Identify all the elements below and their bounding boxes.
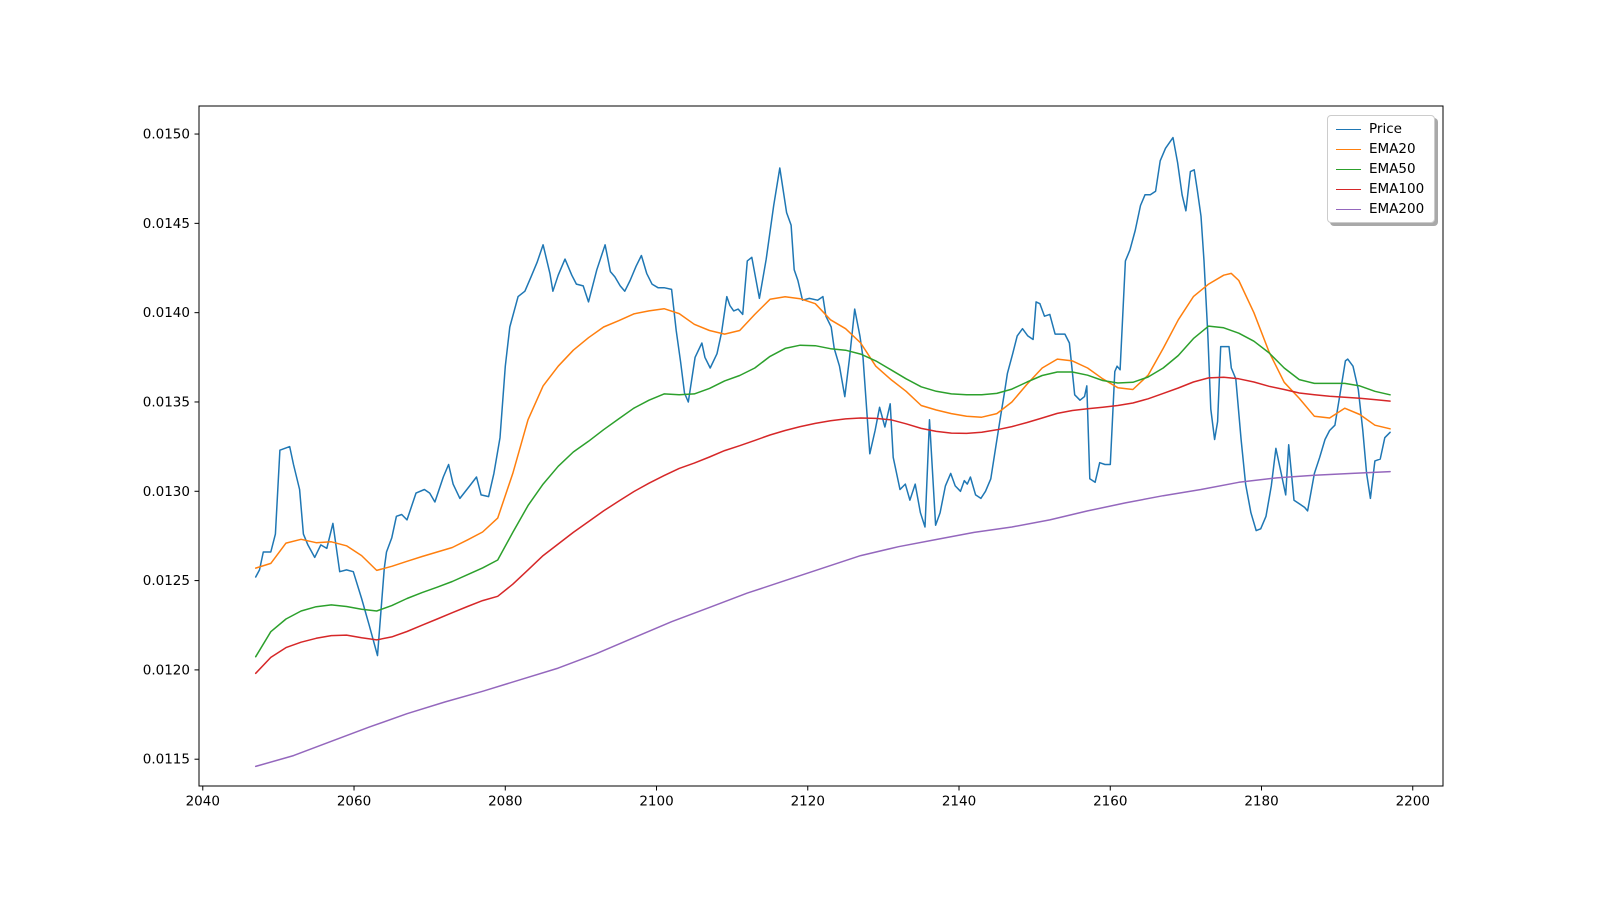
legend-entry-price: Price	[1336, 122, 1426, 136]
legend-line-swatch	[1336, 168, 1361, 170]
x-tick-label: 2080	[488, 794, 522, 810]
x-tick-label: 2120	[791, 794, 825, 810]
y-tick-label: 0.0120	[143, 662, 190, 678]
legend-label: EMA200	[1369, 201, 1425, 217]
x-tick-label: 2100	[639, 794, 673, 810]
legend-label: Price	[1369, 121, 1402, 137]
legend: Price EMA20 EMA50 EMA100 EMA200	[1327, 115, 1435, 223]
y-tick-label: 0.0150	[143, 127, 190, 143]
series-line-ema50	[254, 325, 1391, 658]
x-tick-label: 2060	[337, 794, 371, 810]
x-tick-label: 2200	[1396, 794, 1430, 810]
legend-entry-ema20: EMA20	[1336, 142, 1426, 156]
plot-area-border	[198, 105, 1444, 787]
y-tick-label: 0.0135	[143, 394, 190, 410]
legend-label: EMA100	[1369, 181, 1425, 197]
y-tick-label: 0.0125	[143, 573, 190, 589]
x-tick-label: 2040	[186, 794, 220, 810]
legend-label: EMA50	[1369, 161, 1416, 177]
legend-entry-ema50: EMA50	[1336, 162, 1426, 176]
y-tick-label: 0.0115	[143, 752, 190, 768]
series-line-price	[254, 136, 1391, 657]
series-line-ema20	[254, 272, 1391, 572]
y-tick-label: 0.0130	[143, 484, 190, 500]
y-tick-label: 0.0140	[143, 305, 190, 321]
y-tick-label: 0.0145	[143, 216, 190, 232]
legend-line-swatch	[1336, 208, 1361, 210]
legend-entry-ema100: EMA100	[1336, 182, 1426, 196]
x-tick-label: 2180	[1244, 794, 1278, 810]
legend-line-swatch	[1336, 128, 1361, 130]
legend-label: EMA20	[1369, 141, 1416, 157]
legend-line-swatch	[1336, 188, 1361, 190]
series-line-ema100	[254, 376, 1391, 675]
legend-entry-ema200: EMA200	[1336, 202, 1426, 216]
x-tick-label: 2140	[942, 794, 976, 810]
x-tick-label: 2160	[1093, 794, 1127, 810]
series-line-ema200	[254, 470, 1391, 768]
legend-line-swatch	[1336, 148, 1361, 150]
